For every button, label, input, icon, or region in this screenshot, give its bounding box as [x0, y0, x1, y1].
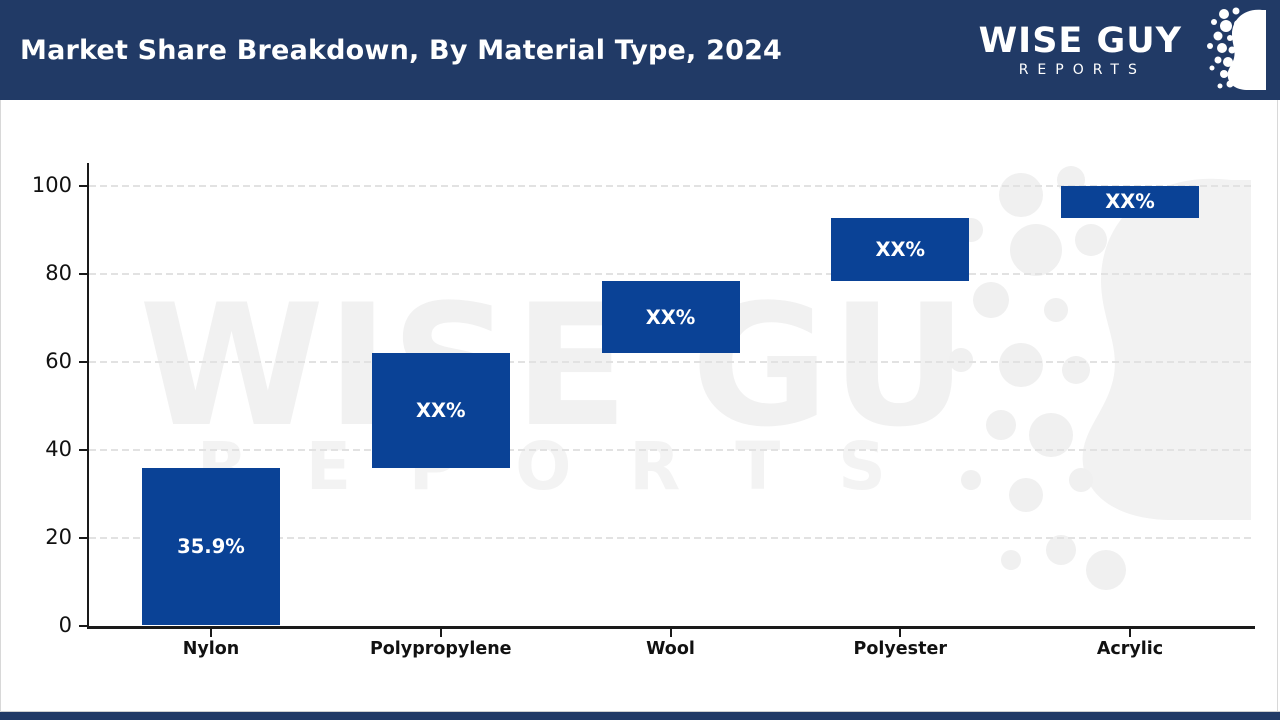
y-tick-80	[79, 272, 88, 275]
y-tick-40	[79, 448, 88, 451]
brand-logo: WISE GUY REPORTS	[979, 4, 1266, 96]
gridline-40	[89, 448, 1253, 451]
brand-head-icon	[1207, 7, 1266, 90]
y-tick-100	[79, 184, 88, 187]
x-tick-polyester	[899, 628, 902, 637]
gridline-80	[89, 272, 1253, 275]
y-tick-label-80: 80	[45, 260, 72, 285]
x-tick-wool	[669, 628, 672, 637]
y-axis-spine	[87, 163, 89, 628]
y-tick-0	[79, 624, 88, 627]
y-tick-60	[79, 360, 88, 363]
x-tick-nylon	[210, 628, 212, 637]
y-tick-20	[79, 536, 88, 539]
y-tick-label-40: 40	[45, 436, 72, 461]
bar-nylon: 35.9%	[142, 467, 280, 626]
page-title: Market Share Breakdown, By Material Type…	[20, 34, 783, 66]
bottom-border	[1, 711, 1280, 712]
bar-value-label: XX%	[645, 305, 696, 329]
x-tick-label-acrylic: Acrylic	[1096, 639, 1164, 659]
x-tick-label-polyester: Polyester	[853, 639, 947, 659]
brand-logo-text: WISE GUY REPORTS	[978, 20, 1182, 78]
watermark-subtext: REPORTS	[197, 428, 944, 505]
watermark-text: WISE GU	[139, 268, 970, 464]
bar-polyester: XX%	[831, 218, 970, 282]
brand-subname: REPORTS	[1018, 61, 1146, 78]
x-tick-polypropylene	[439, 628, 442, 637]
bar-value-label: XX%	[875, 238, 926, 262]
bar-acrylic: XX%	[1061, 185, 1199, 219]
bar-value-label: XX%	[415, 398, 466, 422]
bar-wool: XX%	[601, 281, 740, 353]
gridline-60	[89, 360, 1253, 363]
bar-value-label: XX%	[1105, 190, 1155, 214]
x-tick-acrylic	[1129, 628, 1131, 637]
brand-name: WISE GUY	[978, 20, 1182, 61]
footer-bar	[0, 712, 1280, 720]
x-axis-spine	[87, 626, 1255, 629]
header-bar: Market Share Breakdown, By Material Type…	[0, 0, 1280, 100]
bar-polypropylene: XX%	[371, 352, 510, 468]
x-tick-label-polypropylene: Polypropylene	[369, 639, 512, 659]
watermark-head-icon	[949, 166, 1251, 590]
gridline-100	[89, 184, 1253, 187]
y-tick-label-0: 0	[58, 612, 72, 637]
y-tick-label-20: 20	[45, 524, 72, 549]
y-tick-label-100: 100	[31, 172, 72, 197]
x-tick-label-nylon: Nylon	[182, 639, 240, 659]
x-tick-label-wool: Wool	[646, 639, 695, 659]
bar-value-label: 35.9%	[177, 535, 245, 558]
y-tick-label-60: 60	[45, 348, 72, 373]
gridline-20	[89, 536, 1253, 539]
